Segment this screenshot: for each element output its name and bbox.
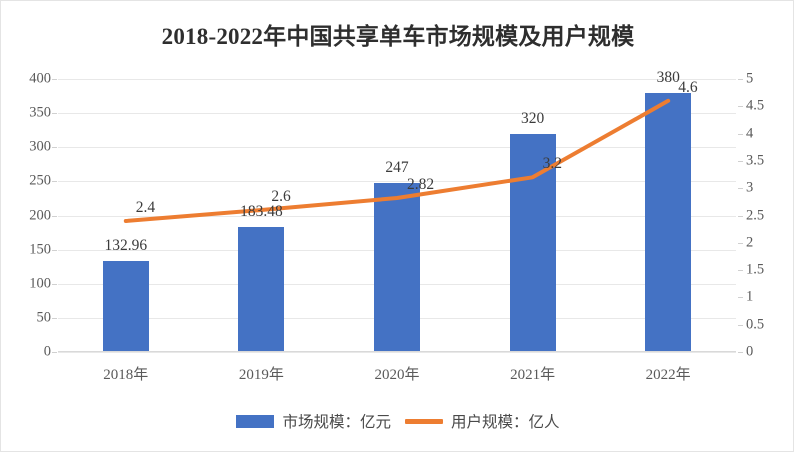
y-axis-left-tick-mark [52, 283, 57, 285]
y-axis-left-tick-label: 300 [29, 138, 51, 155]
y-axis-right-tick-mark [738, 324, 743, 326]
x-axis-baseline [58, 351, 736, 352]
y-axis-left-tick-mark [52, 215, 57, 217]
line-value-label: 2.82 [407, 176, 435, 194]
y-axis-right-tick-label: 0.5 [746, 316, 765, 333]
legend-item[interactable]: 市场规模：亿元 [236, 410, 391, 432]
y-axis-right-tick-label: 2 [746, 234, 754, 251]
chart-title: 2018-2022年中国共享单车市场规模及用户规模 [161, 24, 635, 49]
y-axis-right-tick-mark [738, 160, 743, 162]
bar[interactable] [645, 92, 692, 352]
y-axis-right-tick-label: 5 [746, 70, 754, 87]
legend-label: 市场规模：亿元 [282, 414, 391, 431]
y-axis-right-tick-mark [738, 215, 743, 217]
y-axis-left-tick-label: 0 [43, 343, 51, 360]
y-axis-right-tick-label: 3 [746, 179, 754, 196]
y-axis-right-tick-label: 4.5 [746, 97, 765, 114]
bar-value-label: 183.48 [240, 202, 283, 220]
y-axis-right-tick-mark [738, 270, 743, 272]
y-axis-left-tick-label: 350 [29, 104, 51, 121]
x-axis-tick-label: 2021年 [510, 367, 556, 383]
plot-area [58, 79, 736, 353]
y-axis-left-tick-label: 200 [29, 207, 51, 223]
x-axis-tick-label: 2018年 [103, 367, 149, 383]
bar-value-label: 320 [520, 109, 545, 127]
y-axis-right-tick-mark [738, 106, 743, 108]
line-value-label: 2.4 [135, 198, 156, 216]
y-axis-right-tick-mark [738, 188, 743, 190]
gridline [58, 79, 736, 80]
y-axis-left-tick-label: 50 [36, 309, 52, 326]
line-value-label: 3.2 [542, 155, 562, 173]
x-axis-tick-label: 2022年 [645, 367, 691, 383]
bar[interactable] [238, 226, 285, 352]
gridline [58, 113, 736, 115]
legend-label: 用户规模：亿人 [451, 414, 560, 431]
y-axis-right-tick-label: 1 [746, 288, 754, 305]
y-axis-left-tick-label: 150 [29, 241, 51, 258]
gridline [58, 181, 736, 183]
x-axis-tick-label: 2019年 [238, 367, 284, 383]
legend-line-swatch-icon [405, 418, 443, 424]
y-axis-right-tick-mark [738, 297, 743, 299]
y-axis-right-tick-mark [738, 133, 743, 135]
legend-bar-swatch-icon [236, 414, 275, 428]
y-axis-right-tick-label: 4 [746, 125, 754, 142]
y-axis-right-tick-label: 2.5 [746, 207, 765, 223]
bar-value-label: 247 [385, 159, 409, 177]
y-axis-right-tick-mark [738, 242, 743, 244]
y-axis-left-tick-label: 400 [29, 70, 51, 87]
y-axis-left-tick-mark [52, 147, 57, 149]
line-value-label: 2.6 [271, 188, 291, 206]
y-axis-left-tick-mark [52, 79, 57, 80]
bar[interactable] [374, 183, 420, 352]
bar-value-label: 132.96 [104, 237, 148, 255]
line-value-label: 4.6 [678, 78, 698, 96]
bar-value-label: 380 [656, 68, 680, 86]
y-axis-right-tick-label: 1.5 [746, 261, 765, 278]
y-axis-left-tick-mark [52, 181, 57, 183]
y-axis-right-tick-mark [738, 79, 743, 80]
chart-legend: 市场规模：亿元 用户规模：亿人 [1, 410, 793, 432]
legend-item[interactable]: 用户规模：亿人 [405, 410, 560, 432]
bar[interactable] [102, 261, 149, 352]
y-axis-left-tick-mark [52, 249, 57, 251]
y-axis-left-tick-mark [52, 317, 57, 319]
y-axis-left-tick-label: 250 [29, 172, 51, 189]
line-path [123, 98, 671, 223]
gridline [58, 147, 736, 149]
y-axis-left-tick-mark [52, 113, 57, 115]
y-axis-right-tick-label: 0 [746, 343, 754, 360]
line-series-user-scale [123, 98, 671, 223]
gridline [58, 352, 736, 353]
y-axis-left-tick-label: 100 [29, 275, 51, 292]
y-axis-right-tick-mark [738, 352, 743, 353]
y-axis-left-tick-mark [52, 352, 57, 353]
y-axis-right-tick-label: 3.5 [746, 152, 765, 169]
x-axis-tick-label: 2020年 [374, 367, 420, 383]
